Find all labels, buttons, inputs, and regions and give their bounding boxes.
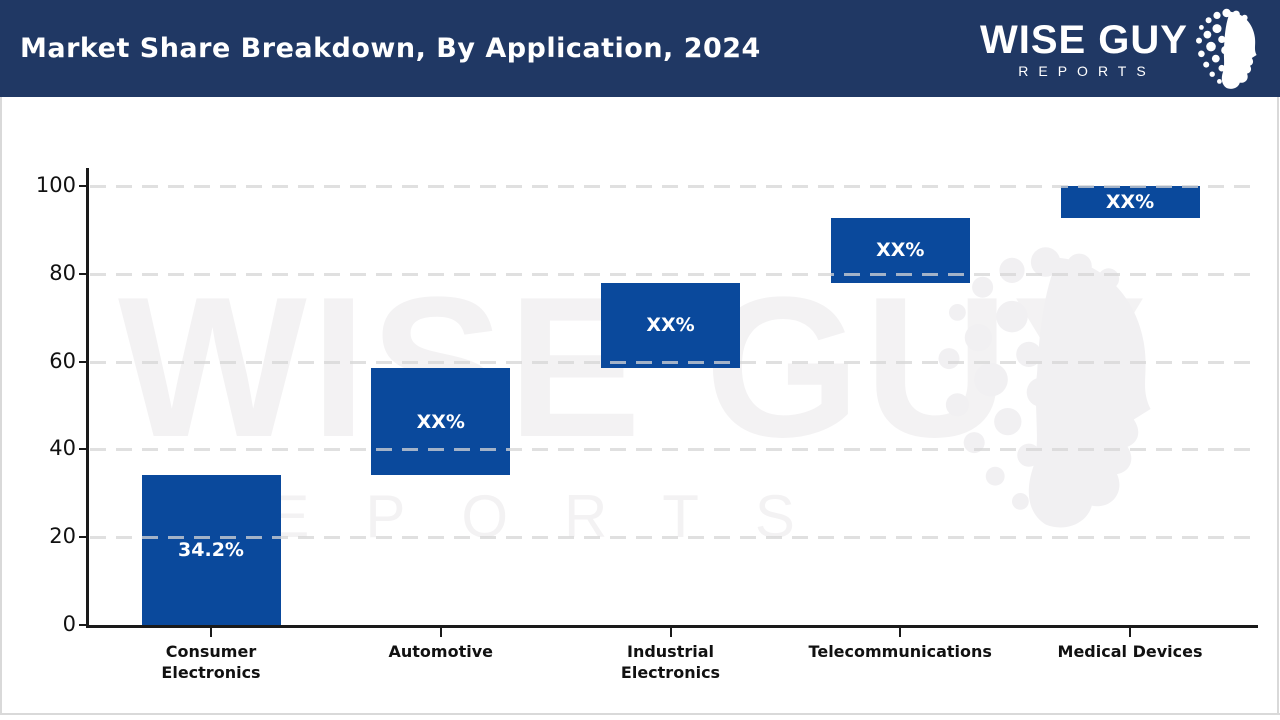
y-axis-line bbox=[86, 168, 89, 628]
bar-medical-devices: XX% bbox=[1060, 186, 1200, 218]
left-border bbox=[0, 97, 2, 715]
x-axis-line bbox=[86, 625, 1258, 628]
x-tick-consumer-electronics bbox=[210, 628, 212, 637]
y-tick-label-100: 100 bbox=[35, 173, 76, 197]
gridline-y-40 bbox=[90, 448, 1257, 452]
x-category-label-automotive: Automotive bbox=[326, 641, 556, 662]
gridline-y-80 bbox=[90, 272, 1257, 276]
y-tick-label-0: 0 bbox=[62, 612, 76, 636]
bar-automotive: XX% bbox=[371, 368, 511, 475]
bar-value-label: XX% bbox=[876, 239, 925, 262]
x-category-label-line: Electronics bbox=[620, 663, 721, 682]
wise-guy-reports-logo: WISE GUY REPORTS bbox=[980, 8, 1266, 90]
logo-face-icon bbox=[1196, 8, 1257, 89]
y-tick-80 bbox=[79, 272, 88, 275]
x-tick-automotive bbox=[439, 628, 442, 637]
y-tick-label-40: 40 bbox=[49, 436, 76, 461]
x-category-label-telecommunications: Telecommunications bbox=[785, 641, 1015, 662]
x-tick-industrial-electronics bbox=[669, 628, 672, 637]
x-tick-medical-devices bbox=[1129, 628, 1131, 637]
bar-telecommunications: XX% bbox=[830, 217, 970, 283]
bar-value-label: XX% bbox=[646, 314, 695, 337]
right-border bbox=[1277, 97, 1279, 715]
x-category-label-line: Automotive bbox=[388, 642, 494, 661]
page-title: Market Share Breakdown, By Application, … bbox=[20, 33, 761, 64]
logo-wordmark: WISE GUY bbox=[979, 17, 1188, 62]
header-bar: Market Share Breakdown, By Application, … bbox=[0, 0, 1280, 97]
x-tick-telecommunications bbox=[899, 628, 902, 637]
x-category-label-consumer-electronics: Consumer Electronics bbox=[96, 641, 326, 683]
bar-value-label: XX% bbox=[1105, 190, 1155, 213]
chart-plot-area: 0 20 40 60 80 100 34.2% Consumer Electronics XX% A… bbox=[0, 97, 1280, 720]
x-category-label-line: Industrial bbox=[626, 642, 714, 661]
x-category-label-industrial-electronics: Industrial Electronics bbox=[556, 641, 786, 683]
y-tick-label-60: 60 bbox=[49, 348, 76, 373]
logo-subtitle: REPORTS bbox=[1018, 62, 1156, 79]
x-category-label-line: Medical Devices bbox=[1057, 642, 1203, 661]
y-tick-label-80: 80 bbox=[49, 260, 76, 285]
x-category-label-medical-devices: Medical Devices bbox=[1015, 641, 1245, 662]
y-tick-40 bbox=[79, 448, 88, 451]
bottom-border bbox=[0, 713, 1280, 715]
x-category-label-line: Telecommunications bbox=[808, 642, 992, 661]
gridline-y-20 bbox=[90, 536, 1257, 540]
y-tick-100 bbox=[79, 185, 88, 187]
gridline-y-100 bbox=[90, 185, 1257, 188]
gridline-y-60 bbox=[90, 360, 1257, 364]
bar-industrial-electronics: XX% bbox=[601, 282, 740, 369]
bar-value-label: 34.2% bbox=[178, 538, 244, 561]
bar-value-label: XX% bbox=[416, 410, 465, 433]
y-tick-20 bbox=[79, 536, 88, 539]
bar-consumer-electronics: 34.2% bbox=[141, 474, 281, 625]
x-category-label-line: Consumer bbox=[165, 642, 257, 661]
y-tick-0 bbox=[79, 624, 88, 626]
y-tick-label-20: 20 bbox=[49, 524, 76, 549]
logo-text: WISE GUY REPORTS bbox=[980, 20, 1188, 79]
y-tick-60 bbox=[79, 360, 88, 363]
x-category-label-line: Electronics bbox=[161, 663, 261, 682]
